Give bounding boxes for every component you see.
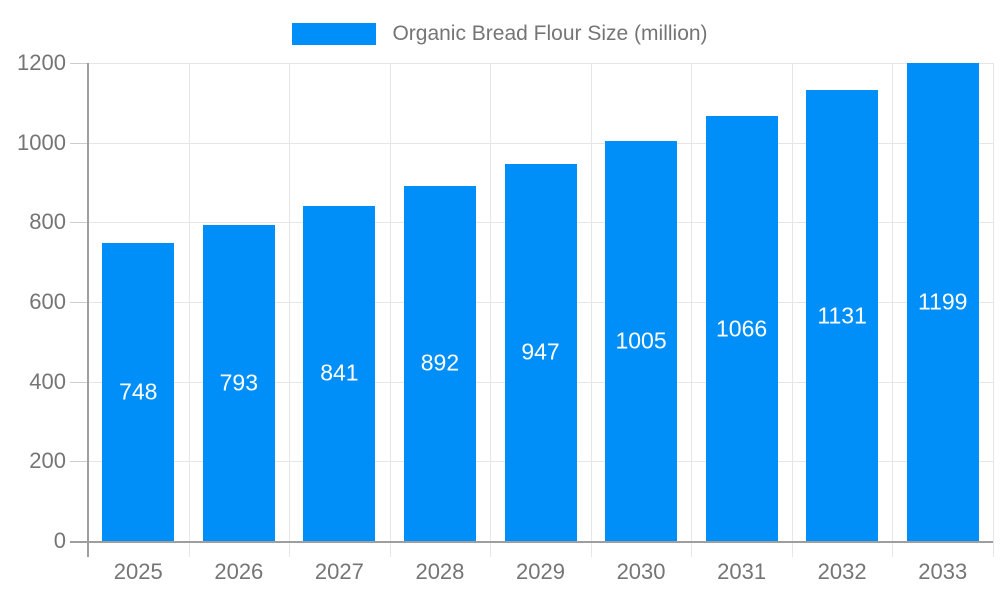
bar: 1199 [906,63,979,541]
v-gridline [188,63,190,557]
y-tick-label: 1200 [17,50,66,75]
legend-label: Organic Bread Flour Size (million) [392,22,708,45]
bar: 1131 [806,90,879,541]
y-tick [70,63,88,64]
bar-value-label: 1199 [917,288,968,315]
bar-value-label: 841 [320,359,359,386]
x-tick-label: 2026 [214,559,264,584]
legend-item[interactable]: Organic Bread Flour Size (million) [0,20,1000,48]
y-tick-label: 1000 [17,129,66,155]
x-tick-label: 2033 [918,559,968,584]
y-tick [70,222,88,224]
v-gridline [691,63,693,557]
y-tick-label: 400 [29,368,66,394]
v-gridline [993,63,994,557]
v-gridline [490,63,492,557]
bar: 892 [403,185,476,541]
bar-value-label: 748 [119,378,158,405]
v-gridline [289,63,291,557]
x-tick-label: 2027 [314,559,364,584]
legend-color-swatch-icon [292,23,377,45]
v-gridline [791,63,793,557]
bar-value-label: 892 [420,349,460,376]
h-gridline [88,142,993,144]
y-tick-label: 800 [29,209,66,235]
bar: 748 [102,243,175,541]
v-gridline [590,63,592,557]
y-tick-label: 200 [29,448,66,474]
x-tick-label: 2031 [717,559,767,584]
bar-value-label: 947 [521,338,560,365]
x-tick-label: 2032 [817,559,867,584]
bar-value-label: 1005 [615,327,667,354]
h-gridline [88,63,993,64]
bar: 1066 [705,116,778,541]
x-tick-label: 2030 [616,559,666,584]
x-tick-label: 2028 [415,559,465,584]
y-tick [70,461,88,463]
y-tick-label: 0 [53,528,66,553]
x-tick-label: 2029 [516,559,565,584]
x-tick-label: 2025 [113,559,163,584]
bar: 841 [303,206,376,541]
bar: 947 [504,163,577,541]
y-tick [70,381,88,383]
y-tick [70,302,88,303]
x-axis-line [70,541,993,543]
bar-value-label: 1131 [817,302,867,329]
y-tick [70,142,88,144]
bar: 793 [202,225,275,541]
bar: 1005 [605,140,678,541]
y-axis-line [87,63,89,557]
bar-value-label: 1066 [716,315,768,342]
v-gridline [892,63,894,557]
y-tick-label: 600 [29,289,66,314]
bar-value-label: 793 [219,369,259,396]
v-gridline [389,63,391,557]
